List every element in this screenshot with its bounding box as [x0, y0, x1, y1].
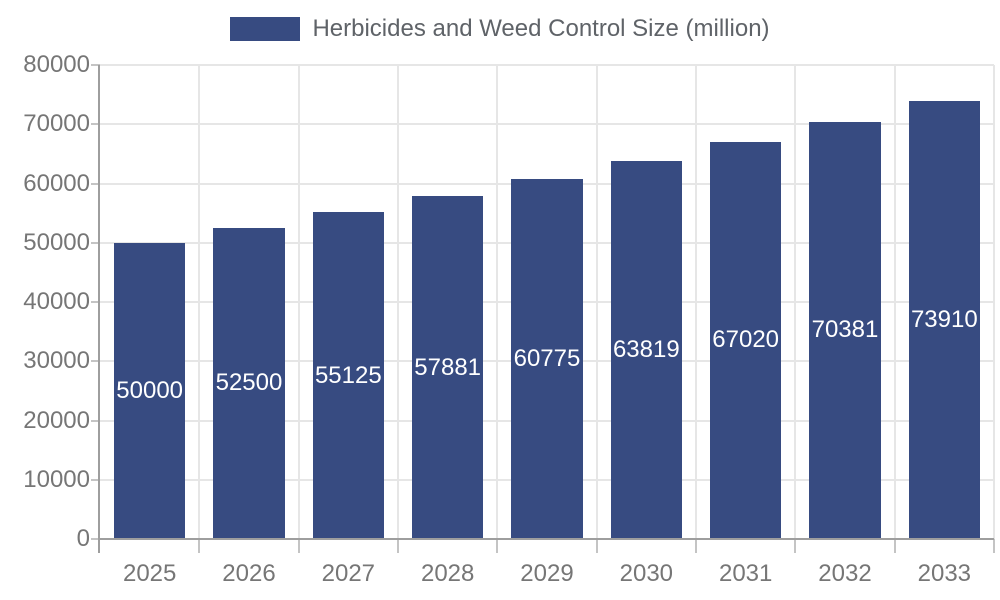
- x-tick-label: 2026: [222, 560, 276, 587]
- x-tick: [695, 539, 697, 553]
- x-tick: [595, 539, 598, 553]
- bar-value-label: 57881: [414, 353, 482, 381]
- v-gridline: [297, 65, 300, 539]
- y-tick-label: 30000: [23, 347, 90, 375]
- y-tick-label: 40000: [23, 288, 90, 315]
- x-tick-label: 2028: [420, 560, 475, 587]
- y-tick-label: 20000: [23, 406, 90, 434]
- v-gridline: [397, 65, 399, 539]
- y-tick: [91, 301, 100, 303]
- x-tick: [893, 539, 896, 553]
- y-tick: [91, 360, 100, 363]
- x-tick: [794, 539, 797, 553]
- y-tick-label: 80000: [23, 51, 90, 78]
- h-gridline: [100, 123, 994, 126]
- x-tick: [198, 539, 201, 553]
- bar-value-label: 52500: [215, 369, 283, 397]
- x-tick: [496, 539, 499, 553]
- y-tick-label: 60000: [23, 169, 90, 197]
- y-tick: [91, 538, 100, 540]
- v-gridline: [993, 65, 995, 539]
- y-tick: [91, 419, 100, 422]
- bar: 60775: [511, 178, 583, 539]
- bar-value-label: 63819: [612, 335, 680, 363]
- v-gridline: [496, 65, 499, 539]
- x-tick-label: 2027: [321, 560, 376, 587]
- bar-value-label: 55125: [314, 361, 382, 389]
- x-tick-label: 2029: [520, 560, 574, 587]
- x-tick: [297, 539, 300, 553]
- x-tick-label: 2025: [122, 560, 177, 587]
- h-gridline: [100, 64, 994, 66]
- bar: 50000: [113, 242, 186, 539]
- v-gridline: [198, 65, 201, 539]
- x-tick-label: 2032: [818, 560, 872, 587]
- y-tick-label: 50000: [23, 228, 90, 256]
- y-tick: [91, 64, 100, 66]
- bar: 55125: [312, 212, 385, 539]
- v-gridline: [595, 65, 598, 539]
- bar-value-label: 60775: [513, 344, 581, 372]
- x-tick: [993, 539, 995, 553]
- bar-value-label: 67020: [712, 326, 780, 354]
- bar-value-label: 50000: [116, 376, 184, 404]
- y-tick: [91, 478, 100, 481]
- x-tick: [397, 539, 399, 553]
- v-gridline: [794, 65, 797, 539]
- bar: 70381: [809, 121, 881, 539]
- v-gridline: [893, 65, 896, 539]
- legend-item[interactable]: Herbicides and Weed Control Size (millio…: [0, 14, 1000, 44]
- y-tick-label: 10000: [23, 465, 90, 493]
- bar-value-label: 70381: [811, 316, 879, 344]
- y-axis-line: [98, 65, 100, 553]
- bar: 52500: [213, 227, 285, 539]
- bar: 63819: [610, 160, 683, 539]
- legend-swatch: [230, 17, 301, 41]
- x-tick-label: 2030: [619, 560, 674, 587]
- x-tick-label: 2031: [718, 560, 773, 587]
- x-axis-line: [98, 538, 994, 540]
- bar: 67020: [709, 141, 782, 539]
- y-tick-label: 70000: [23, 110, 90, 138]
- bar: 57881: [411, 196, 484, 539]
- y-tick: [91, 123, 100, 126]
- x-tick-label: 2033: [917, 560, 972, 587]
- y-tick: [91, 182, 100, 185]
- v-gridline: [695, 65, 697, 539]
- y-tick-label: 0: [76, 525, 90, 552]
- legend-label: Herbicides and Weed Control Size (millio…: [312, 15, 770, 42]
- bar: 73910: [908, 101, 981, 539]
- y-tick: [91, 241, 100, 244]
- bar-value-label: 73910: [910, 306, 978, 334]
